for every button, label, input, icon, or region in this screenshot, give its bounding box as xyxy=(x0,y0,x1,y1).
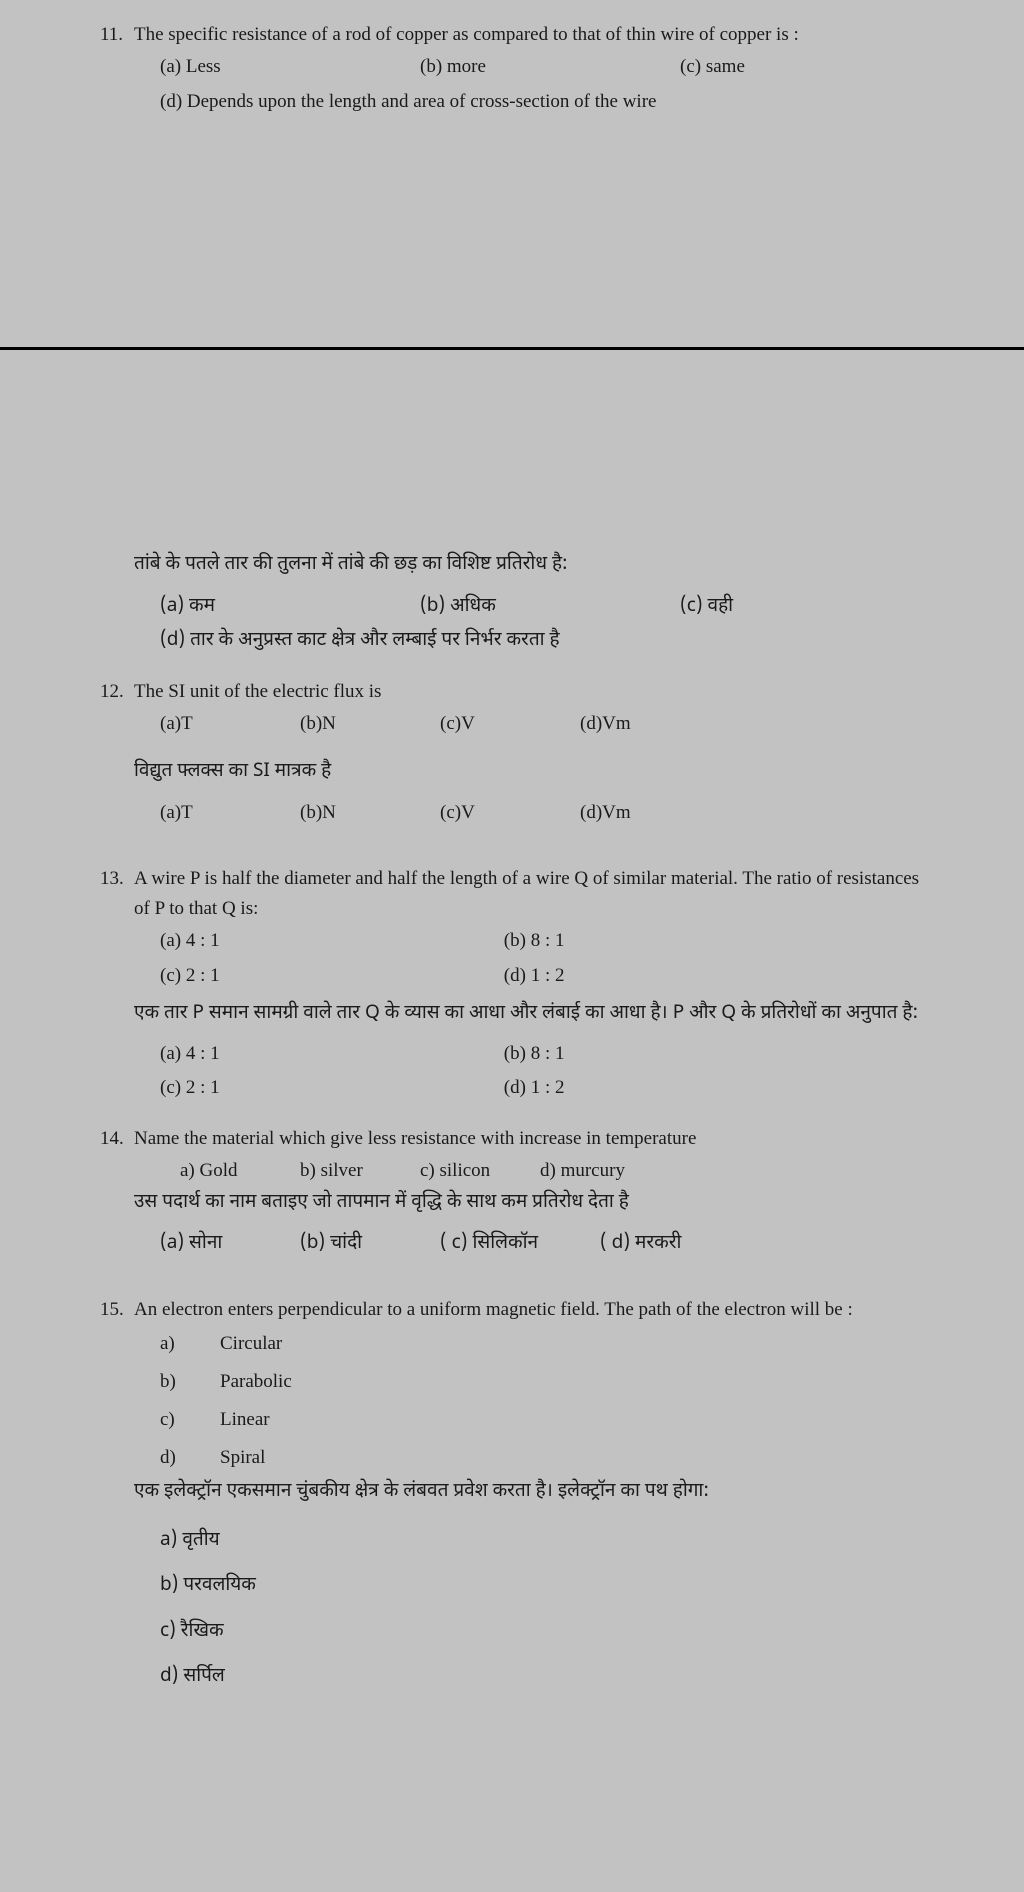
question-11-en: 11. The specific resistance of a rod of … xyxy=(100,20,924,119)
q12-text-en: The SI unit of the electric flux is xyxy=(134,677,924,707)
q14-opt-a-en: a) Gold xyxy=(180,1154,300,1188)
q14-opt-d-hi: ( d) मरकरी xyxy=(600,1227,681,1261)
q11-opt-d-en: (d) Depends upon the length and area of … xyxy=(160,85,924,119)
q11-number: 11. xyxy=(100,20,134,50)
question-12: 12. The SI unit of the electric flux is … xyxy=(100,677,924,830)
q12-opt-c: (c)V xyxy=(440,707,580,741)
q14-text-hi: उस पदार्थ का नाम बताइए जो तापमान में वृद… xyxy=(134,1188,924,1218)
q13-opt-b2: (b) 8 : 1 xyxy=(504,1037,848,1071)
q13-opt-a2: (a) 4 : 1 xyxy=(160,1037,504,1071)
q15-opt-c-hi: c) रैखिक xyxy=(160,1609,924,1655)
q11-opt-b-en: (b) more xyxy=(420,50,620,84)
q11-text-en: The specific resistance of a rod of copp… xyxy=(134,20,924,50)
q12-opt-a2: (a)T xyxy=(160,796,300,830)
q11-opt-c-hi: (c) वही xyxy=(680,590,733,624)
q13-opt-c: (c) 2 : 1 xyxy=(160,959,504,993)
q15-opt-c-en: Linear xyxy=(220,1401,270,1439)
q14-opt-b-hi: (b) चांदी xyxy=(300,1227,440,1261)
q13-opt-c2: (c) 2 : 1 xyxy=(160,1071,504,1105)
q15-opt-b-hi: b) परवलयिक xyxy=(160,1563,924,1609)
q12-number: 12. xyxy=(100,677,134,707)
q15-opt-d-hi: d) सर्पिल xyxy=(160,1654,924,1700)
q15-opt-b-en: Parabolic xyxy=(220,1363,292,1401)
q11-text-hi: तांबे के पतले तार की तुलना में तांबे की … xyxy=(134,550,924,580)
exam-page: 11. The specific resistance of a rod of … xyxy=(0,20,1024,337)
q13-text-en: A wire P is half the diameter and half t… xyxy=(134,864,924,925)
q12-opt-d2: (d)Vm xyxy=(580,796,720,830)
q13-opt-b: (b) 8 : 1 xyxy=(504,924,848,958)
q15-opt-a-en: Circular xyxy=(220,1325,282,1363)
q13-text-hi: एक तार P समान सामग्री वाले तार Q के व्या… xyxy=(134,999,924,1029)
q11-opt-a-en: (a) Less xyxy=(160,50,360,84)
q14-opt-c-hi: ( c) सिलिकॉन xyxy=(440,1227,600,1261)
q14-number: 14. xyxy=(100,1124,134,1154)
q15-text-hi: एक इलेक्ट्रॉन एकसमान चुंबकीय क्षेत्र के … xyxy=(134,1477,924,1507)
question-14: 14. Name the material which give less re… xyxy=(100,1124,924,1261)
q13-opt-d: (d) 1 : 2 xyxy=(504,959,848,993)
q12-opt-b: (b)N xyxy=(300,707,440,741)
q15-opt-d-en: Spiral xyxy=(220,1439,265,1477)
q15-number: 15. xyxy=(100,1295,134,1325)
q14-opt-a-hi: (a) सोना xyxy=(160,1227,300,1261)
q15-options-hi: a) वृतीय b) परवलयिक c) रैखिक d) सर्पिल xyxy=(160,1518,924,1700)
q11-opt-b-hi: (b) अधिक xyxy=(420,590,620,624)
exam-page-2: तांबे के पतले तार की तुलना में तांबे की … xyxy=(0,350,1024,1700)
q13-number: 13. xyxy=(100,864,134,894)
q14-opt-d-en: d) murcury xyxy=(540,1154,660,1188)
q12-text-hi: विद्युत फ्लक्स का SI मात्रक है xyxy=(134,757,924,787)
q13-opt-d2: (d) 1 : 2 xyxy=(504,1071,848,1105)
question-11-hi: तांबे के पतले तार की तुलना में तांबे की … xyxy=(100,550,924,659)
question-13: 13. A wire P is half the diameter and ha… xyxy=(100,864,924,1106)
q11-opt-a-hi: (a) कम xyxy=(160,590,360,624)
q15-options-en: a)Circular b)Parabolic c)Linear d)Spiral xyxy=(160,1325,924,1477)
q15-opt-a-hi: a) वृतीय xyxy=(160,1518,924,1564)
q14-opt-c-en: c) silicon xyxy=(420,1154,540,1188)
q15-text-en: An electron enters perpendicular to a un… xyxy=(134,1295,924,1325)
q12-opt-a: (a)T xyxy=(160,707,300,741)
q14-opt-b-en: b) silver xyxy=(300,1154,420,1188)
q14-text-en: Name the material which give less resist… xyxy=(134,1124,924,1154)
q11-opt-d-hi: (d) तार के अनुप्रस्त काट क्षेत्र और लम्ब… xyxy=(160,624,924,658)
q13-opt-a: (a) 4 : 1 xyxy=(160,924,504,958)
q11-opt-c-en: (c) same xyxy=(680,50,745,84)
q12-opt-b2: (b)N xyxy=(300,796,440,830)
q12-opt-d: (d)Vm xyxy=(580,707,720,741)
q12-opt-c2: (c)V xyxy=(440,796,580,830)
question-15: 15. An electron enters perpendicular to … xyxy=(100,1295,924,1700)
